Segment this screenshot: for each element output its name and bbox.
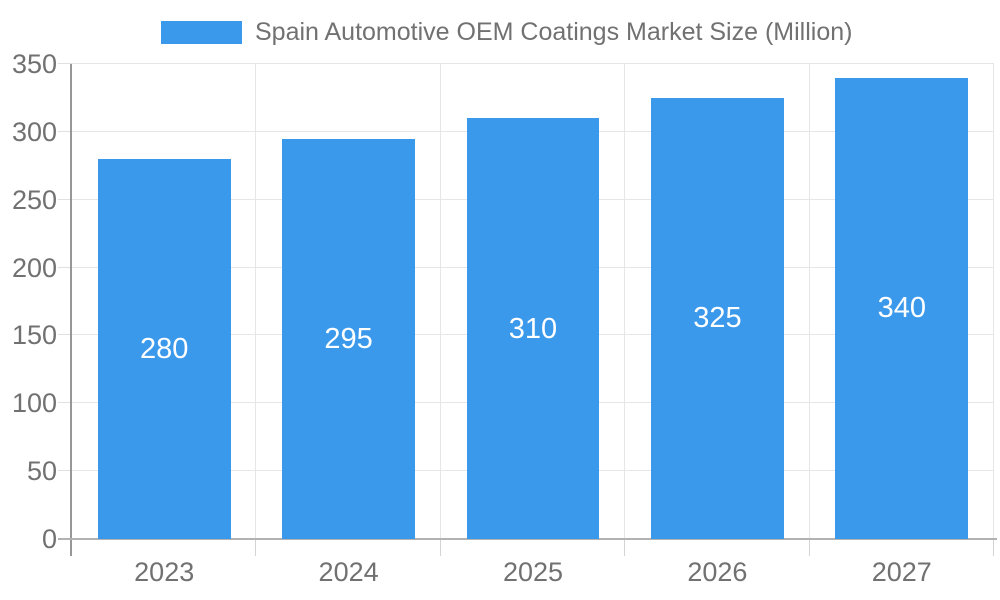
x-tick <box>255 539 257 556</box>
y-axis-label: 100 <box>11 388 57 419</box>
y-axis-label: 0 <box>41 524 57 554</box>
y-tick <box>58 334 72 336</box>
x-gridline <box>439 64 441 539</box>
y-tick <box>58 470 72 472</box>
x-gridline <box>993 64 994 539</box>
y-tick <box>58 402 72 404</box>
x-axis-label: 2026 <box>687 557 748 587</box>
bar[interactable] <box>835 77 969 539</box>
y-tick <box>58 266 72 268</box>
bar-value-label: 295 <box>324 322 373 355</box>
y-gridline <box>72 63 994 64</box>
y-axis-line <box>70 64 72 556</box>
y-axis-label: 200 <box>11 252 57 283</box>
y-tick <box>58 198 72 200</box>
x-gridline <box>624 64 626 539</box>
legend-swatch-icon <box>161 21 242 44</box>
x-tick <box>624 539 626 556</box>
bar-value-label: 325 <box>693 302 742 335</box>
y-tick <box>58 63 72 64</box>
x-axis-label: 2024 <box>318 557 379 587</box>
x-gridline <box>255 64 257 539</box>
bar[interactable] <box>282 138 415 539</box>
y-tick <box>58 130 72 132</box>
x-tick <box>439 539 441 556</box>
y-axis-label: 150 <box>11 320 57 351</box>
bar-value-label: 340 <box>877 292 926 325</box>
y-axis-label: 250 <box>11 184 57 215</box>
bar[interactable] <box>466 118 600 539</box>
y-axis-label: 300 <box>11 116 57 147</box>
x-gridline <box>808 64 810 539</box>
bar[interactable] <box>97 159 231 539</box>
x-tick <box>808 539 810 556</box>
bar-value-label: 280 <box>140 333 189 365</box>
x-tick <box>993 539 994 556</box>
x-axis-label: 2023 <box>134 557 195 587</box>
bar[interactable] <box>651 97 784 539</box>
y-axis-label: 350 <box>11 49 57 79</box>
legend-label: Spain Automotive OEM Coatings Market Siz… <box>255 18 853 46</box>
x-axis-label: 2025 <box>502 557 564 587</box>
y-axis-label: 50 <box>26 456 57 487</box>
x-axis-baseline <box>58 538 997 540</box>
x-axis-label: 2027 <box>871 557 932 587</box>
bar-value-label: 310 <box>508 312 558 345</box>
chart-legend[interactable]: Spain Automotive OEM Coatings Market Siz… <box>161 19 852 46</box>
